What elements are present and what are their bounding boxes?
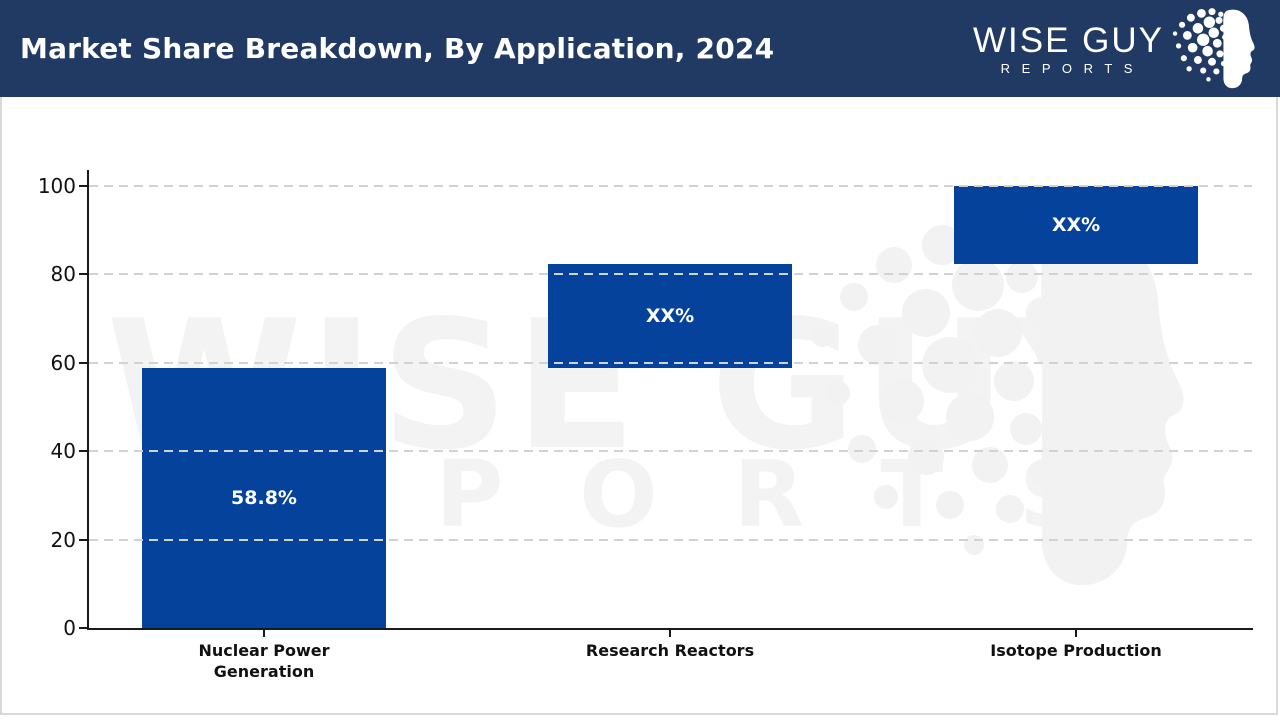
y-tick-label-20: 20: [50, 527, 76, 552]
gridline-80: [89, 273, 1252, 276]
brand-subname: R E P O R T S: [1000, 60, 1137, 76]
chart-title: Market Share Breakdown, By Application, …: [20, 32, 775, 65]
gridline-20: [89, 538, 1252, 541]
bar-segment-2: [548, 263, 792, 369]
x-tick-1: [263, 630, 265, 637]
brand-logo-text: WISE GUY R E P O R T S: [973, 23, 1164, 75]
x-category-label-3: Isotope Production: [990, 641, 1162, 660]
y-tick-label-40: 40: [50, 439, 76, 464]
x-category-label-1: Nuclear Power Generation: [198, 641, 330, 681]
brand-logo: WISE GUY R E P O R T S: [973, 7, 1256, 91]
bar-value-label-3: XX%: [1051, 213, 1101, 236]
bar-segment-3: [954, 186, 1198, 264]
header-bar: Market Share Breakdown, By Application, …: [0, 0, 1280, 97]
brand-face-icon: [1172, 7, 1255, 88]
bar-value-label-1: 58.8%: [231, 487, 297, 510]
y-tick-0: [79, 627, 87, 629]
y-tick-80: [79, 273, 87, 276]
y-tick-label-100: 100: [37, 174, 76, 198]
y-tick-40: [79, 450, 87, 453]
y-tick-label-60: 60: [50, 350, 76, 375]
x-tick-3: [1075, 630, 1077, 637]
y-tick-100: [79, 185, 87, 187]
gridline-100: [89, 185, 1252, 187]
y-tick-20: [79, 538, 87, 541]
x-category-label-2: Research Reactors: [585, 641, 755, 660]
bar-value-label-2: XX%: [645, 304, 695, 327]
gridline-40: [89, 450, 1252, 453]
y-tick-60: [79, 361, 87, 364]
bar-segment-1: [142, 368, 386, 628]
x-tick-2: [669, 630, 671, 637]
brand-name: WISE GUY: [972, 20, 1164, 60]
gridline-60: [89, 361, 1252, 364]
y-tick-label-80: 80: [50, 262, 76, 287]
y-axis-line: [87, 170, 89, 630]
y-tick-label-0: 0: [63, 616, 76, 640]
x-axis-line: [87, 628, 1253, 630]
